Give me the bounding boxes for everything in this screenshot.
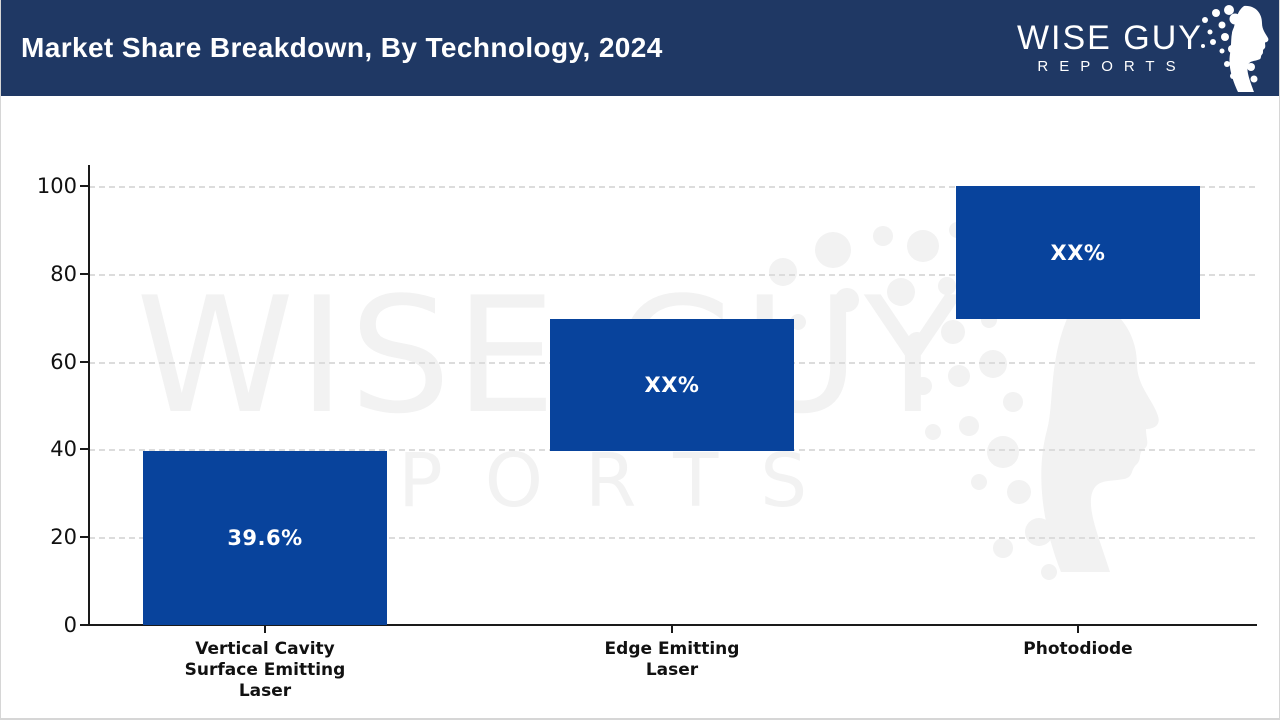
- x-category-label-line: Photodiode: [1023, 639, 1133, 659]
- y-axis-line: [88, 165, 90, 625]
- y-tick-mark: [80, 185, 88, 187]
- x-category-label: Photodiode: [1023, 639, 1132, 660]
- y-tick-label: 0: [63, 613, 77, 637]
- y-tick-mark: [80, 360, 88, 363]
- gridline-y100: [89, 186, 1255, 188]
- y-tick-mark: [80, 624, 88, 626]
- x-category-label: Vertical Cavity Surface Emitting Laser: [185, 639, 346, 702]
- bar-value-label: XX%: [1050, 240, 1106, 265]
- x-category-label-line: Laser: [238, 681, 292, 701]
- y-tick-mark: [80, 536, 88, 539]
- y-tick-mark: [80, 448, 88, 451]
- bar-segment: XX%: [550, 319, 794, 452]
- gridline-y80: [89, 273, 1255, 276]
- y-tick-label: 40: [50, 437, 77, 462]
- y-tick-label: 60: [50, 349, 77, 374]
- bar-segment: XX%: [956, 186, 1200, 320]
- x-category-label-line: Surface Emitting: [184, 660, 346, 680]
- x-category-label-line: Edge Emitting: [604, 639, 740, 659]
- y-tick-label: 100: [36, 174, 77, 198]
- x-axis-line: [88, 624, 1257, 626]
- bar-segment: 39.6%: [143, 451, 387, 625]
- brand-name: WISE GUY: [1016, 19, 1203, 57]
- watermark-text-1: WISE GUY: [136, 262, 962, 449]
- bar-value-label: XX%: [644, 373, 700, 398]
- brand-logo: WISE GUY REPORTS: [1017, 4, 1279, 92]
- header-band: Market Share Breakdown, By Technology, 2…: [1, 0, 1279, 96]
- page-title: Market Share Breakdown, By Technology, 2…: [21, 32, 663, 63]
- x-tick-mark: [1077, 626, 1079, 633]
- face-profile-icon: [1201, 5, 1269, 92]
- x-category-label: Edge Emitting Laser: [605, 639, 740, 681]
- bar-value-label: 39.6%: [227, 526, 303, 551]
- y-tick-mark: [80, 272, 88, 275]
- x-tick-mark: [264, 626, 266, 633]
- y-tick-label: 20: [50, 525, 77, 550]
- gridline-y20: [89, 537, 1255, 540]
- brand-logo-text: WISE GUY REPORTS: [1017, 21, 1203, 75]
- x-tick-mark: [671, 626, 673, 633]
- y-tick-label: 80: [50, 261, 77, 286]
- x-category-label-line: Laser: [645, 660, 699, 680]
- x-category-label-line: Vertical Cavity: [195, 639, 335, 659]
- brand-subname: REPORTS: [1037, 58, 1187, 75]
